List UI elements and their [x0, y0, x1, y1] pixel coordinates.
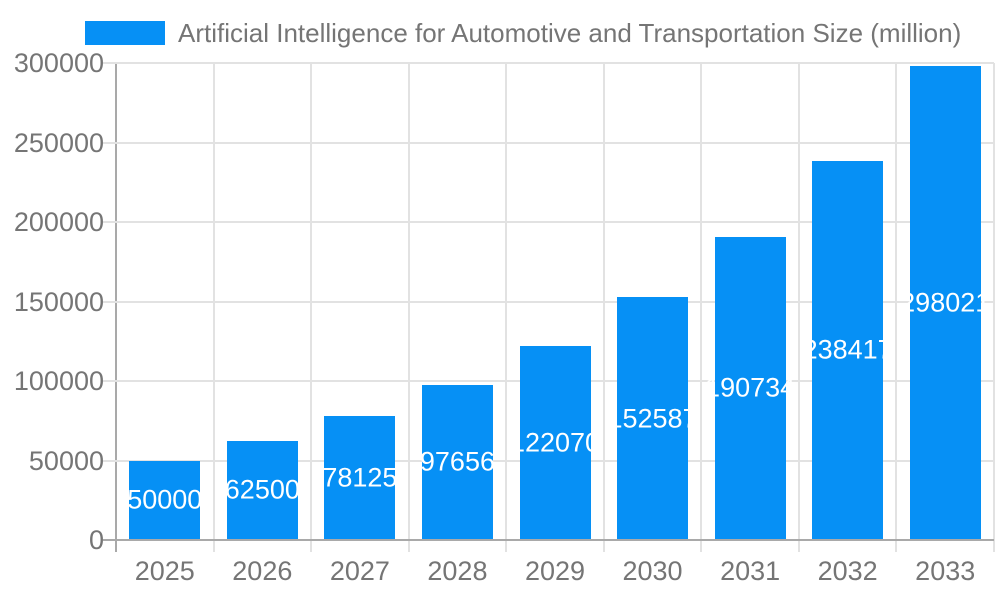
- y-axis-tick-label: 250000: [13, 127, 104, 158]
- y-axis-tick-label: 200000: [13, 207, 104, 237]
- bar-value-label: 238417: [802, 334, 893, 365]
- x-axis-tick-label: 2027: [329, 556, 390, 586]
- y-axis-line: [115, 63, 117, 552]
- vertical-gridline: [993, 63, 995, 552]
- vertical-gridline: [602, 63, 605, 552]
- horizontal-gridline: [103, 221, 994, 223]
- y-axis-tick-label: 0: [88, 525, 104, 555]
- x-axis-tick-label: 2028: [427, 556, 488, 586]
- bar-2030[interactable]: [617, 297, 689, 540]
- y-axis-tick-label: 100000: [13, 366, 104, 396]
- y-axis-tick-label: 300000: [13, 48, 104, 78]
- bar-value-label: 97656: [419, 446, 495, 477]
- horizontal-gridline: [103, 300, 994, 303]
- bar-value-label: 298021: [900, 287, 991, 318]
- horizontal-gridline: [103, 141, 994, 144]
- vertical-gridline: [407, 63, 410, 552]
- bar-value-label: 50000: [127, 484, 203, 515]
- bar-2029[interactable]: [519, 345, 591, 540]
- vertical-gridline: [700, 63, 703, 552]
- bar-2025[interactable]: [129, 460, 201, 540]
- bar-value-label: 122070: [509, 427, 601, 458]
- vertical-gridline: [212, 63, 215, 552]
- bar-2031[interactable]: [714, 236, 786, 540]
- vertical-gridline: [310, 63, 313, 552]
- x-axis-tick-label: 2025: [134, 556, 195, 586]
- bar-2026[interactable]: [226, 440, 298, 540]
- vertical-gridline: [895, 63, 898, 552]
- x-axis-tick-label: 2032: [817, 556, 878, 586]
- x-axis-line: [103, 539, 994, 541]
- y-axis-tick-label: 150000: [13, 286, 104, 317]
- vertical-gridline: [505, 63, 508, 552]
- y-axis-tick-label: 50000: [28, 445, 104, 476]
- bar-value-label: 78125: [322, 462, 398, 493]
- x-axis-tick-label: 2030: [622, 556, 683, 586]
- x-axis-tick-label: 2031: [720, 556, 781, 586]
- vertical-gridline: [797, 63, 800, 552]
- bar-value-label: 152587: [607, 403, 698, 434]
- x-axis-tick-label: 2026: [232, 556, 293, 586]
- bar-value-label: 62500: [224, 474, 300, 505]
- legend-label: Artificial Intelligence for Automotive a…: [178, 18, 962, 48]
- bar-2032[interactable]: [812, 160, 884, 540]
- bar-2028[interactable]: [421, 384, 493, 540]
- legend-swatch-icon: [85, 21, 165, 45]
- horizontal-gridline: [103, 62, 994, 64]
- bar-2033[interactable]: [909, 66, 981, 540]
- bar-2027[interactable]: [324, 415, 396, 540]
- bar-value-label: 190734: [705, 372, 796, 403]
- x-axis-tick-label: 2033: [915, 556, 976, 586]
- x-axis-tick-label: 2029: [524, 556, 586, 586]
